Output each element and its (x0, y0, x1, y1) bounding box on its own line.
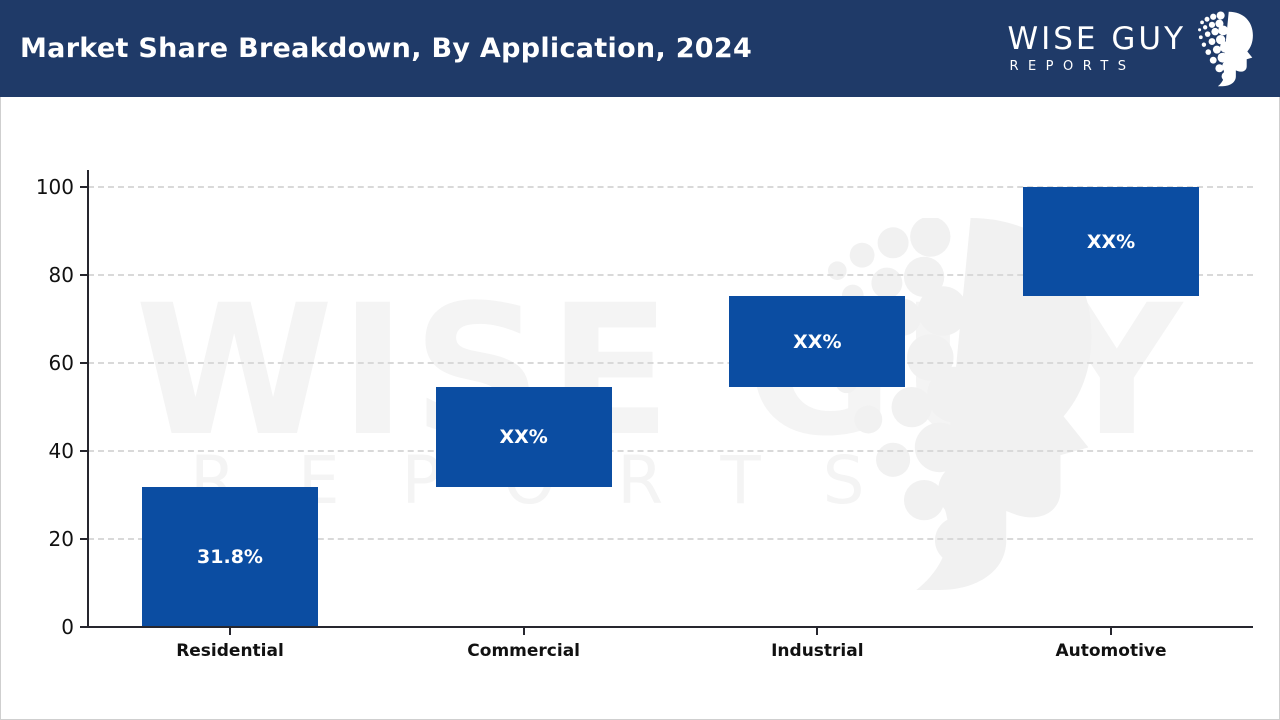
bar-value-label: XX% (793, 330, 842, 353)
y-tick-label: 60 (48, 351, 74, 375)
bar-value-label: XX% (1086, 230, 1136, 253)
x-tick-mark (229, 628, 231, 635)
head-dot (1209, 56, 1217, 64)
header: Market Share Breakdown, By Application, … (0, 0, 1280, 97)
head-dot (854, 405, 883, 434)
head-dot (903, 256, 945, 298)
bar: XX% (729, 296, 906, 388)
y-tick-mark (80, 626, 88, 628)
head-dot (1200, 19, 1204, 24)
head-dot (1216, 10, 1225, 20)
x-category-label: Automotive (1055, 641, 1167, 661)
wise-guy-reports-logo: WISE GUY REPORTS (1007, 10, 1256, 87)
x-category-label: Commercial (467, 641, 580, 661)
head-dot (903, 479, 945, 521)
head-dot (1204, 16, 1210, 22)
y-tick-mark (80, 450, 88, 452)
face-profile-shape (1217, 11, 1253, 86)
bar: 31.8% (142, 487, 318, 627)
face-profile-shape (916, 218, 1092, 590)
x-tick-mark (816, 628, 819, 635)
y-tick-label: 80 (48, 263, 74, 287)
y-tick-label: 100 (35, 175, 74, 199)
head-dot (1211, 27, 1219, 35)
y-tick-label: 20 (48, 527, 74, 551)
head-dot (1204, 30, 1211, 37)
x-tick-mark (1110, 628, 1112, 635)
y-gridline (88, 274, 1253, 276)
y-tick-mark (80, 274, 88, 276)
bar-value-label: 31.8% (197, 546, 263, 569)
y-tick-label: 40 (48, 439, 74, 463)
head-dot (849, 242, 875, 268)
head-dot (1218, 24, 1229, 35)
head-dot (1205, 48, 1212, 55)
y-tick-mark (80, 538, 88, 540)
logo-head-icon (1198, 10, 1253, 86)
head-dot (910, 218, 951, 257)
head-dot (891, 386, 932, 428)
y-tick-mark (80, 362, 88, 364)
y-tick-label: 0 (61, 615, 74, 639)
y-gridline (88, 186, 1253, 188)
logo-subtext: REPORTS (1009, 58, 1136, 74)
x-tick-mark (522, 628, 525, 635)
logo-text: WISE GUY REPORTS (1007, 23, 1186, 74)
head-dot (1201, 41, 1207, 47)
head-dot (1202, 24, 1208, 29)
head-dot (1216, 34, 1226, 44)
y-gridline (88, 362, 1253, 364)
logo-wordmark: WISE GUY (1007, 21, 1186, 58)
head-dot (877, 227, 909, 259)
head-dot (1198, 34, 1203, 39)
y-gridline (88, 538, 1253, 540)
head-dot (1212, 45, 1221, 54)
watermark-head-icon (817, 218, 1092, 590)
head-dot (917, 286, 968, 336)
x-axis-line (87, 626, 1253, 628)
x-category-label: Residential (176, 641, 284, 661)
head-dot (1215, 63, 1224, 72)
y-gridline (88, 450, 1253, 452)
y-tick-mark (80, 186, 88, 188)
x-category-label: Industrial (771, 641, 864, 661)
page-title: Market Share Breakdown, By Application, … (20, 33, 753, 64)
head-dot (1215, 19, 1224, 28)
bar-value-label: XX% (499, 426, 548, 449)
head-dot (1208, 21, 1216, 28)
bar: XX% (435, 387, 612, 488)
y-axis-line (87, 170, 89, 628)
head-dot (1198, 27, 1202, 31)
head-dot (1210, 13, 1217, 20)
bar: XX% (1023, 187, 1199, 297)
head-dot (907, 334, 954, 381)
head-dot (1208, 37, 1216, 45)
